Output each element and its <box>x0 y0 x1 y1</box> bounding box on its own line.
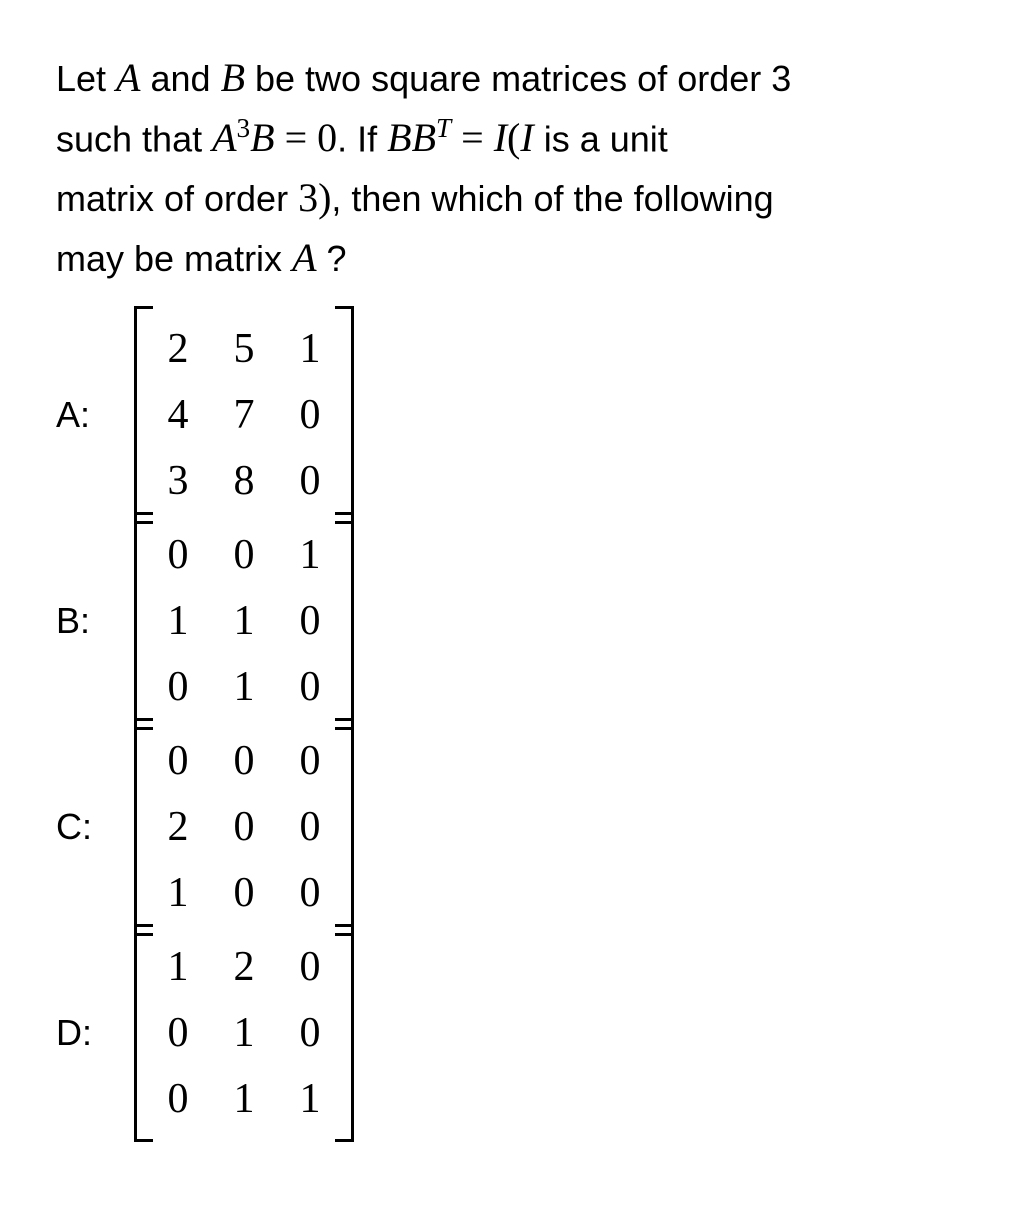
matrix-row: 100 <box>164 860 324 926</box>
matrix-content: 000200100 <box>152 718 336 936</box>
matrix-cell: 2 <box>164 806 192 848</box>
option-row: A:251470380 <box>56 306 968 524</box>
option-row: B:001110010 <box>56 512 968 730</box>
matrix-row: 011 <box>164 1066 324 1132</box>
matrix-cell: 1 <box>230 1078 258 1120</box>
option-row: C:000200100 <box>56 718 968 936</box>
q-var-A: A <box>116 55 140 100</box>
matrix-cell: 2 <box>230 946 258 988</box>
matrix-row: 470 <box>164 382 324 448</box>
matrix-cell: 0 <box>296 806 324 848</box>
option-label: B: <box>56 600 96 642</box>
option-row: D:120010011 <box>56 924 968 1142</box>
matrix-cell: 0 <box>296 740 324 782</box>
matrix-row: 010 <box>164 654 324 720</box>
matrix-cell: 0 <box>164 1012 192 1054</box>
matrix-cell: 1 <box>164 946 192 988</box>
question-text: Let A and B be two square matrices of or… <box>56 48 968 288</box>
q-text-1: Let <box>56 58 116 99</box>
matrix-cell: 0 <box>164 1078 192 1120</box>
matrix-row: 001 <box>164 522 324 588</box>
q-expr-A3B: A3B = 0 <box>212 115 337 160</box>
matrix: 000200100 <box>134 718 354 936</box>
matrix-cell: 1 <box>230 600 258 642</box>
matrix: 001110010 <box>134 512 354 730</box>
matrix-cell: 8 <box>230 460 258 502</box>
q-text-6: is a unit <box>534 118 668 159</box>
matrix-cell: 0 <box>296 394 324 436</box>
matrix-cell: 0 <box>296 666 324 708</box>
q-text-5: . If <box>337 118 387 159</box>
q-text-7: matrix of order <box>56 178 298 219</box>
matrix-row: 251 <box>164 316 324 382</box>
matrix-cell: 0 <box>164 740 192 782</box>
q-var-B: B <box>221 55 245 100</box>
q-text-8: , then which of the following <box>331 178 773 219</box>
option-label: D: <box>56 1012 96 1054</box>
matrix-bracket-left <box>134 512 152 730</box>
matrix-row: 120 <box>164 934 324 1000</box>
matrix-cell: 1 <box>164 600 192 642</box>
matrix-cell: 0 <box>296 946 324 988</box>
matrix-bracket-right <box>336 306 354 524</box>
matrix-cell: 0 <box>230 872 258 914</box>
matrix: 120010011 <box>134 924 354 1142</box>
matrix-bracket-right <box>336 512 354 730</box>
q-text-10: ? <box>317 238 347 279</box>
matrix-cell: 5 <box>230 328 258 370</box>
matrix-cell: 0 <box>296 872 324 914</box>
matrix-cell: 7 <box>230 394 258 436</box>
q-var-A2: A <box>292 235 316 280</box>
q-num-3: 3 <box>298 175 318 220</box>
option-label: A: <box>56 394 96 436</box>
options-container: A:251470380B:001110010C:000200100D:12001… <box>56 306 968 1130</box>
matrix-bracket-left <box>134 924 152 1142</box>
matrix-row: 000 <box>164 728 324 794</box>
q-expr-BBT: BBT = I(I <box>387 115 534 160</box>
matrix-cell: 1 <box>164 872 192 914</box>
matrix-bracket-right <box>336 924 354 1142</box>
matrix-cell: 1 <box>230 666 258 708</box>
matrix-row: 010 <box>164 1000 324 1066</box>
matrix-cell: 1 <box>230 1012 258 1054</box>
matrix-content: 120010011 <box>152 924 336 1142</box>
matrix-cell: 1 <box>296 328 324 370</box>
matrix-cell: 0 <box>296 460 324 502</box>
matrix-cell: 0 <box>230 534 258 576</box>
matrix-cell: 3 <box>164 460 192 502</box>
matrix-bracket-right <box>336 718 354 936</box>
q-text-4: such that <box>56 118 212 159</box>
q-paren: ) <box>318 175 331 220</box>
matrix-cell: 0 <box>230 740 258 782</box>
q-text-2: and <box>140 58 220 99</box>
matrix-cell: 2 <box>164 328 192 370</box>
q-text-9: may be matrix <box>56 238 292 279</box>
matrix-row: 200 <box>164 794 324 860</box>
matrix-cell: 0 <box>296 600 324 642</box>
matrix-row: 380 <box>164 448 324 514</box>
option-label: C: <box>56 806 96 848</box>
matrix: 251470380 <box>134 306 354 524</box>
matrix-content: 001110010 <box>152 512 336 730</box>
matrix-cell: 0 <box>230 806 258 848</box>
matrix-cell: 0 <box>164 534 192 576</box>
matrix-bracket-left <box>134 306 152 524</box>
matrix-cell: 0 <box>164 666 192 708</box>
matrix-row: 110 <box>164 588 324 654</box>
matrix-cell: 4 <box>164 394 192 436</box>
matrix-cell: 0 <box>296 1012 324 1054</box>
matrix-cell: 1 <box>296 1078 324 1120</box>
matrix-cell: 1 <box>296 534 324 576</box>
q-text-3: be two square matrices of order 3 <box>245 58 791 99</box>
matrix-bracket-left <box>134 718 152 936</box>
matrix-content: 251470380 <box>152 306 336 524</box>
